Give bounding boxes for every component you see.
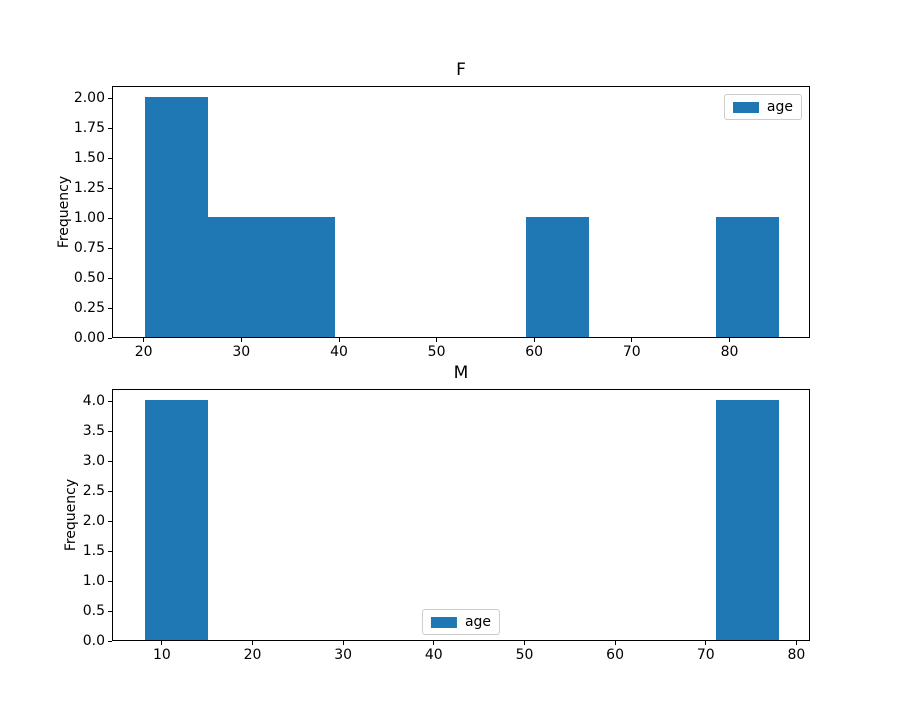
y-tick-mark (108, 187, 112, 189)
x-tick-label: 50 (515, 647, 534, 663)
y-tick-label: 0.75 (73, 240, 105, 256)
x-tick-label: 20 (243, 647, 262, 663)
histogram-bar (144, 97, 209, 337)
legend-label: age (766, 99, 793, 115)
x-tick-label: 70 (622, 344, 641, 360)
y-tick-mark (108, 610, 112, 612)
x-tick-mark (631, 338, 633, 342)
subplot-m-title: M (453, 363, 469, 383)
x-tick-label: 20 (134, 344, 153, 360)
x-tick-mark (705, 641, 707, 645)
x-tick-mark (252, 641, 253, 645)
x-tick-mark (161, 641, 163, 645)
x-tick-label: 50 (427, 344, 446, 360)
y-tick-mark (108, 247, 112, 249)
y-tick-mark (108, 640, 112, 642)
histogram-bar (525, 217, 589, 337)
x-tick-label: 60 (606, 647, 624, 663)
y-tick-label: 0.5 (82, 603, 105, 619)
x-tick-mark (433, 641, 435, 645)
y-tick-mark (108, 97, 112, 99)
y-tick-mark (108, 550, 112, 552)
y-tick-mark (108, 157, 112, 159)
y-tick-label: 2.5 (82, 483, 105, 499)
histogram-bar (715, 400, 780, 640)
y-tick-label: 1.5 (82, 543, 105, 559)
y-tick-label: 2.00 (73, 90, 105, 106)
y-tick-mark (108, 277, 112, 279)
histogram-bar (144, 400, 209, 640)
x-tick-mark (342, 641, 344, 645)
y-tick-mark (108, 520, 112, 522)
x-tick-mark (436, 338, 438, 342)
y-tick-label: 1.25 (73, 180, 105, 196)
legend: age (723, 94, 802, 120)
x-tick-label: 30 (232, 344, 251, 360)
legend-label: age (464, 614, 492, 630)
y-tick-label: 2.0 (82, 513, 105, 529)
histogram-bar (208, 217, 272, 337)
legend: age (421, 609, 501, 635)
x-tick-label: 80 (787, 647, 806, 663)
y-tick-label: 1.0 (82, 573, 105, 589)
legend-swatch (430, 616, 457, 628)
subplot-f-axes: age (112, 86, 810, 338)
y-tick-label: 1.75 (73, 120, 105, 136)
x-tick-label: 30 (334, 647, 353, 663)
histogram-bar (715, 217, 780, 337)
x-tick-mark (729, 338, 730, 342)
legend-swatch (732, 101, 759, 113)
subplot-m-axes: age (112, 389, 810, 641)
y-tick-mark (108, 217, 112, 219)
y-tick-label: 1.50 (73, 150, 105, 166)
x-tick-mark (524, 641, 525, 645)
y-tick-mark (108, 460, 112, 462)
x-tick-mark (795, 641, 797, 645)
x-tick-mark (338, 338, 340, 342)
histogram-bar (271, 217, 336, 337)
x-tick-label: 40 (424, 647, 443, 663)
y-tick-mark (108, 580, 112, 582)
y-tick-label: 3.0 (82, 453, 105, 469)
y-tick-mark (108, 430, 112, 432)
x-tick-label: 60 (525, 344, 544, 360)
x-tick-label: 10 (152, 647, 171, 663)
y-tick-mark (108, 490, 112, 492)
y-tick-label: 0.25 (73, 300, 105, 316)
x-tick-mark (533, 338, 535, 342)
y-tick-label: 3.5 (82, 423, 105, 439)
x-tick-mark (240, 338, 242, 342)
subplot-f-title: F (456, 60, 466, 80)
y-tick-label: 0.00 (73, 330, 105, 346)
y-tick-label: 1.00 (73, 210, 105, 226)
y-tick-label: 4.0 (82, 393, 105, 409)
x-tick-mark (614, 641, 616, 645)
y-tick-label: 0.0 (82, 633, 105, 649)
x-tick-label: 80 (720, 344, 739, 360)
x-tick-label: 40 (330, 344, 348, 360)
y-tick-mark (108, 127, 112, 129)
y-tick-label: 0.50 (73, 270, 105, 286)
x-tick-mark (143, 338, 145, 342)
y-tick-mark (108, 337, 112, 339)
y-tick-mark (108, 307, 112, 309)
x-tick-label: 70 (696, 647, 715, 663)
y-tick-mark (108, 400, 112, 402)
